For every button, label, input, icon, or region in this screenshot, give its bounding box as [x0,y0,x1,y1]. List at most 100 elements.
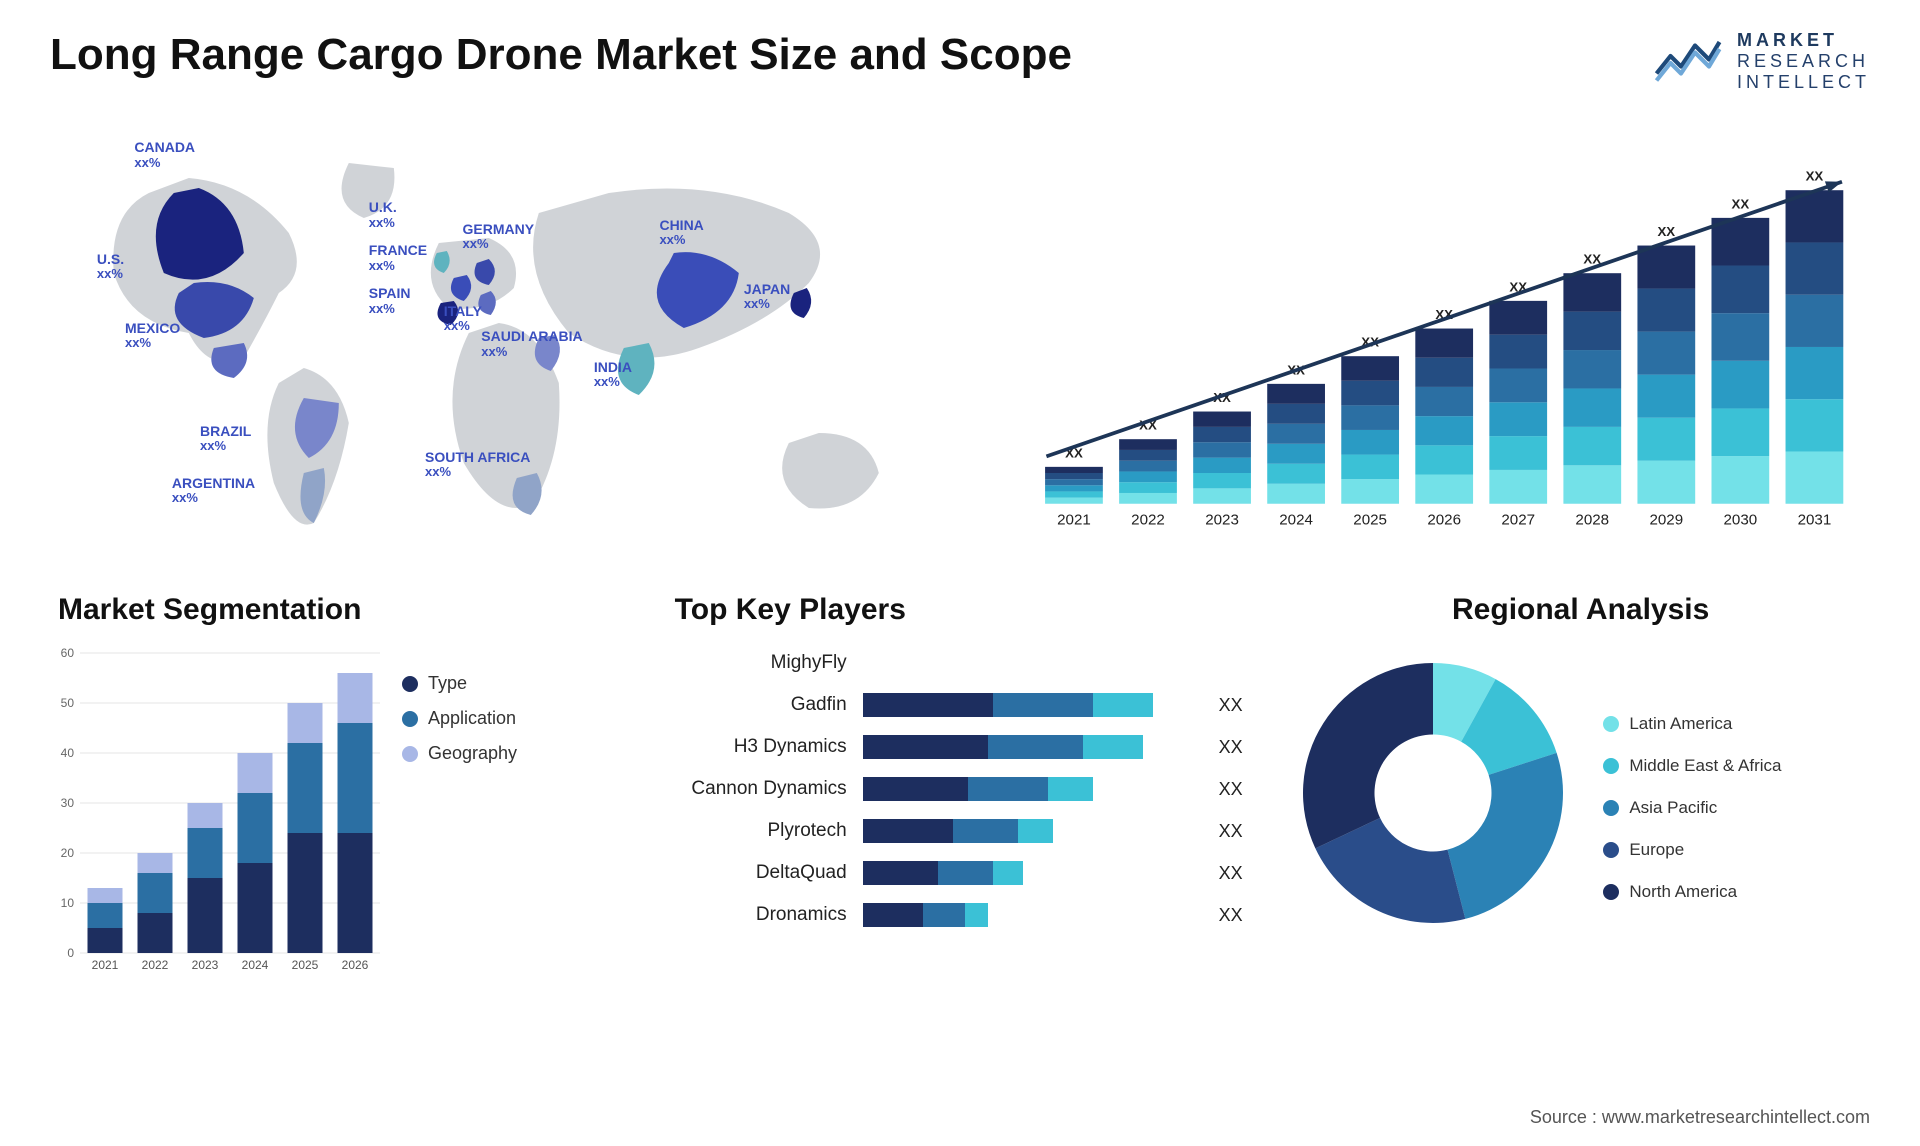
legend-swatch-icon [1603,716,1619,732]
map-label-argentina: ARGENTINAxx% [172,476,255,506]
key-player-value: XX [1219,779,1243,800]
legend-swatch-icon [402,746,418,762]
key-player-name: Cannon Dynamics [667,778,847,800]
map-label-mexico: MEXICOxx% [125,321,180,351]
main-growth-chart: XX2021XX2022XX2023XX2024XX2025XX2026XX20… [1018,123,1870,553]
map-label-brazil: BRAZILxx% [200,424,251,454]
key-player-bar [863,903,1203,927]
legend-swatch-icon [1603,884,1619,900]
svg-text:XX: XX [1805,169,1823,184]
key-player-name: H3 Dynamics [667,736,847,758]
logo-mark-icon [1653,32,1723,92]
map-label-japan: JAPANxx% [744,282,790,312]
svg-text:2027: 2027 [1501,512,1535,529]
bar-segment [1048,777,1093,801]
svg-text:2029: 2029 [1649,512,1683,529]
bar-segment [938,861,993,885]
key-player-row: H3 Dynamics XX [667,735,1254,759]
bar-segment [988,735,1083,759]
segmentation-legend-item: Geography [402,743,517,764]
key-player-name: DeltaQuad [667,862,847,884]
legend-swatch-icon [1603,758,1619,774]
svg-text:2026: 2026 [342,958,369,972]
segmentation-legend-item: Application [402,708,517,729]
key-player-bar [863,819,1203,843]
svg-text:2023: 2023 [1205,512,1239,529]
regional-legend-item: Europe [1603,840,1781,860]
logo-line3: INTELLECT [1737,72,1870,93]
source-footer: Source : www.marketresearchintellect.com [1530,1107,1870,1128]
bar-segment [863,693,993,717]
key-players-title: Top Key Players [667,593,1254,627]
svg-text:2024: 2024 [242,958,269,972]
key-player-value: XX [1219,737,1243,758]
legend-label: Middle East & Africa [1629,756,1781,776]
map-label-south-africa: SOUTH AFRICAxx% [425,450,530,480]
key-player-name: MighyFly [667,652,847,674]
svg-text:40: 40 [61,746,75,760]
logo-line2: RESEARCH [1737,51,1870,72]
map-label-germany: GERMANYxx% [463,222,535,252]
bar-segment [923,903,965,927]
map-label-spain: SPAINxx% [369,286,411,316]
svg-text:2022: 2022 [142,958,169,972]
logo-line1: MARKET [1737,30,1870,51]
svg-text:2025: 2025 [1353,512,1387,529]
map-label-italy: ITALYxx% [444,304,482,334]
legend-label: Geography [428,743,517,764]
key-player-value: XX [1219,695,1243,716]
key-player-row: DeltaQuad XX [667,861,1254,885]
bar-segment [863,777,968,801]
legend-label: Latin America [1629,714,1732,734]
key-player-value: XX [1219,821,1243,842]
key-player-bar [863,735,1203,759]
world-map: CANADAxx%U.S.xx%MEXICOxx%BRAZILxx%ARGENT… [50,123,988,553]
map-label-china: CHINAxx% [659,218,703,248]
map-label-india: INDIAxx% [594,360,632,390]
map-label-u-k-: U.K.xx% [369,200,397,230]
svg-text:0: 0 [67,946,74,960]
regional-title: Regional Analysis [1283,593,1870,627]
svg-text:60: 60 [61,646,75,660]
legend-label: Type [428,673,467,694]
svg-text:XX: XX [1657,224,1675,239]
segmentation-legend: Type Application Geography [402,643,517,983]
legend-label: North America [1629,882,1737,902]
svg-text:2021: 2021 [92,958,119,972]
svg-text:2026: 2026 [1427,512,1461,529]
map-label-france: FRANCExx% [369,243,427,273]
key-players-panel: Top Key Players MighyFly GadfinXX H3 Dynam… [667,593,1254,1053]
bar-segment [863,861,938,885]
svg-text:50: 50 [61,696,75,710]
legend-swatch-icon [1603,842,1619,858]
svg-text:2022: 2022 [1131,512,1165,529]
key-player-bar [863,651,1203,675]
svg-text:2031: 2031 [1797,512,1831,529]
legend-label: Asia Pacific [1629,798,1717,818]
bar-segment [993,861,1023,885]
key-player-bar [863,693,1203,717]
key-player-name: Plyrotech [667,820,847,842]
map-label-saudi-arabia: SAUDI ARABIAxx% [481,329,582,359]
bar-segment [965,903,988,927]
svg-text:2024: 2024 [1279,512,1313,529]
key-player-row: Plyrotech XX [667,819,1254,843]
key-player-value: XX [1219,863,1243,884]
legend-swatch-icon [1603,800,1619,816]
regional-legend-item: Asia Pacific [1603,798,1781,818]
legend-label: Application [428,708,516,729]
key-player-bar [863,777,1203,801]
key-player-row: Cannon Dynamics XX [667,777,1254,801]
svg-text:10: 10 [61,896,75,910]
key-player-row: GadfinXX [667,693,1254,717]
bar-segment [863,819,953,843]
svg-text:2030: 2030 [1723,512,1757,529]
bar-segment [863,903,923,927]
svg-text:2023: 2023 [192,958,219,972]
bar-segment [968,777,1048,801]
svg-text:20: 20 [61,846,75,860]
legend-swatch-icon [402,676,418,692]
bar-segment [993,693,1093,717]
bar-segment [953,819,1018,843]
regional-legend: Latin America Middle East & Africa Asia Pa… [1603,684,1781,902]
